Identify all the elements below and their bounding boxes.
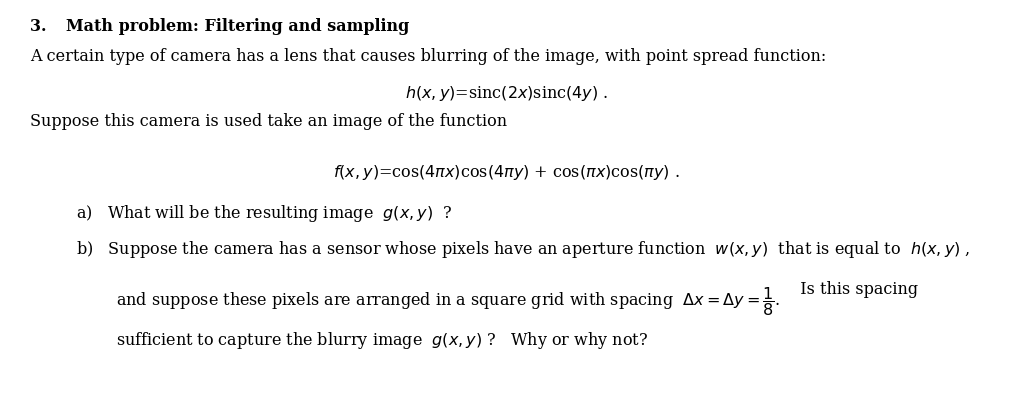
Text: Is this spacing: Is this spacing xyxy=(790,281,918,298)
Text: 3.: 3. xyxy=(30,18,53,35)
Text: b)   Suppose the camera has a sensor whose pixels have an aperture function  $w(: b) Suppose the camera has a sensor whose… xyxy=(76,239,970,260)
Text: $f(x,y)$=cos$(4\pi x)$cos$(4\pi y)$ + cos$(\pi x)$cos$(\pi y)$ .: $f(x,y)$=cos$(4\pi x)$cos$(4\pi y)$ + co… xyxy=(333,163,680,182)
Text: sufficient to capture the blurry image  $g(x,y)$ ?   Why or why not?: sufficient to capture the blurry image $… xyxy=(116,330,648,351)
Text: Math problem: Filtering and sampling: Math problem: Filtering and sampling xyxy=(66,18,409,35)
Text: A certain type of camera has a lens that causes blurring of the image, with poin: A certain type of camera has a lens that… xyxy=(30,48,827,65)
Text: $h(x,y)$=sinc$(2x)$sinc$(4y)$ .: $h(x,y)$=sinc$(2x)$sinc$(4y)$ . xyxy=(405,84,608,103)
Text: Suppose this camera is used take an image of the function: Suppose this camera is used take an imag… xyxy=(30,113,508,131)
Text: and suppose these pixels are arranged in a square grid with spacing  $\Delta x =: and suppose these pixels are arranged in… xyxy=(116,285,781,318)
Text: a)   What will be the resulting image  $g(x,y)$  ?: a) What will be the resulting image $g(x… xyxy=(76,203,453,224)
